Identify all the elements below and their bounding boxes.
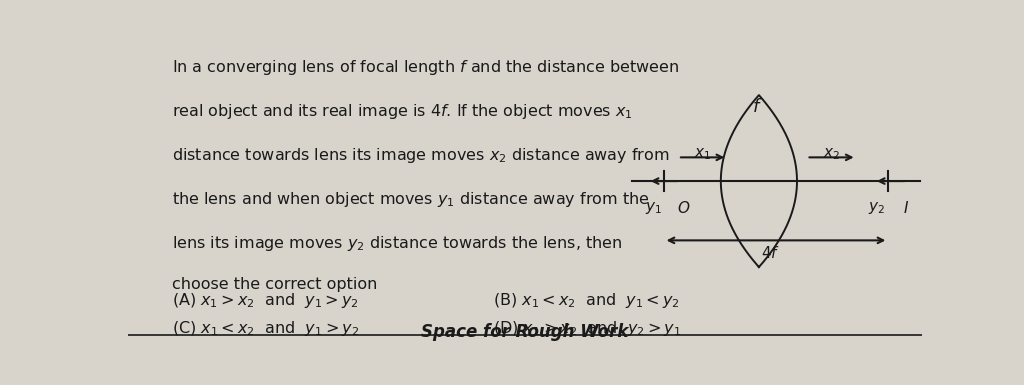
Text: choose the correct option: choose the correct option (172, 278, 377, 293)
Text: $4f$: $4f$ (761, 245, 780, 261)
Text: $I$: $I$ (903, 200, 909, 216)
Text: (D) $x_1 > x_2$  and  $y_2 > y_1$: (D) $x_1 > x_2$ and $y_2 > y_1$ (494, 319, 681, 338)
Text: distance towards lens its image moves $x_2$ distance away from: distance towards lens its image moves $x… (172, 146, 670, 165)
Text: the lens and when object moves $y_1$ distance away from the: the lens and when object moves $y_1$ dis… (172, 190, 649, 209)
Text: (B) $x_1 < x_2$  and  $y_1 < y_2$: (B) $x_1 < x_2$ and $y_1 < y_2$ (494, 291, 680, 310)
Text: $f$: $f$ (752, 98, 763, 116)
Text: lens its image moves $y_2$ distance towards the lens, then: lens its image moves $y_2$ distance towa… (172, 234, 623, 253)
Text: Space for Rough Work: Space for Rough Work (421, 323, 629, 341)
Text: (C) $x_1 < x_2$  and  $y_1 > y_2$: (C) $x_1 < x_2$ and $y_1 > y_2$ (172, 319, 358, 338)
Text: (A) $x_1 > x_2$  and  $y_1 > y_2$: (A) $x_1 > x_2$ and $y_1 > y_2$ (172, 291, 358, 310)
Text: $x_2$: $x_2$ (823, 146, 841, 162)
Text: $x_1$: $x_1$ (694, 146, 711, 162)
Text: In a converging lens of focal length $f$ and the distance between: In a converging lens of focal length $f$… (172, 58, 679, 77)
Text: $O$: $O$ (677, 200, 690, 216)
Text: $y_1$: $y_1$ (645, 200, 662, 216)
Text: real object and its real image is 4$f$. If the object moves $x_1$: real object and its real image is 4$f$. … (172, 102, 633, 121)
Text: $y_2$: $y_2$ (867, 200, 885, 216)
